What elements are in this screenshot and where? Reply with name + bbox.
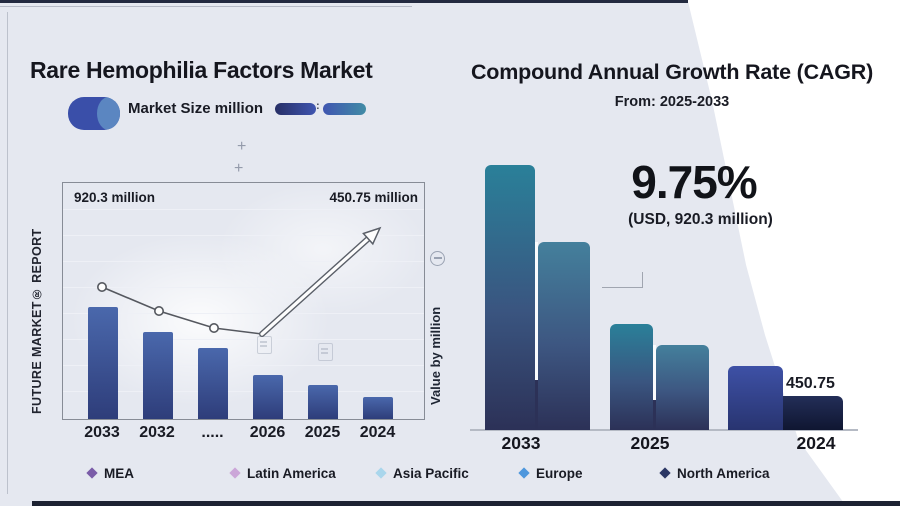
legend-label: MEA <box>104 466 134 481</box>
gridline <box>63 365 424 366</box>
market-size-bar <box>308 385 338 419</box>
panel-edge-line-left <box>7 12 8 494</box>
value-axis-label: Value by million <box>428 306 443 405</box>
bar-divider <box>653 345 656 400</box>
gridline <box>63 287 424 288</box>
market-size-label: Market Size million <box>128 100 264 117</box>
market-size-chart: 920.3 million 450.75 million <box>62 182 425 420</box>
cagr-subtitle: From: 2025-2033 <box>614 94 730 110</box>
ratio-pill-right-icon <box>323 103 366 115</box>
gridline <box>63 339 424 340</box>
cagr-bar-group <box>610 324 709 430</box>
cagr-bar <box>656 345 709 430</box>
market-size-bar <box>143 332 173 419</box>
cagr-bar-group <box>728 366 843 430</box>
gridline <box>63 261 424 262</box>
cylinder-icon <box>68 97 120 130</box>
trend-line <box>101 286 263 335</box>
cagr-note: (USD, 920.3 million) <box>628 211 773 228</box>
right-chart-axis-line <box>470 429 858 431</box>
cylinder-cap <box>96 97 120 130</box>
trend-marker <box>154 306 165 317</box>
watermark-doc-icon <box>318 343 333 361</box>
category-label: 2026 <box>249 424 286 441</box>
chart-end-value: 450.75 million <box>329 190 418 205</box>
category-label: ..... <box>201 424 224 441</box>
minus-circle-icon <box>430 251 445 266</box>
ratio-separator: : <box>316 100 320 112</box>
page-title: Rare Hemophilia Factors Market <box>30 57 373 83</box>
category-label: 2033 <box>501 433 541 453</box>
plus-icon: + <box>237 138 247 155</box>
gridline <box>63 209 424 210</box>
corner-bracket-decoration <box>602 272 643 288</box>
top-accent-bar <box>0 0 688 3</box>
market-size-bar <box>198 348 228 419</box>
chart-start-value: 920.3 million <box>74 190 156 205</box>
watermark-vertical-text: FUTURE MARKET® REPORT <box>30 228 44 414</box>
cagr-bar <box>538 242 590 430</box>
category-label: 2025 <box>304 424 341 441</box>
legend-label: Asia Pacific <box>393 466 469 481</box>
cagr-bar <box>783 396 843 430</box>
trend-marker <box>96 282 107 293</box>
market-size-bar <box>363 397 393 419</box>
gridline <box>63 235 424 236</box>
category-label: 2033 <box>84 424 120 441</box>
trend-marker <box>209 323 220 334</box>
bar-merge-strip <box>653 400 656 430</box>
cagr-bar <box>610 324 653 430</box>
cagr-title: Compound Annual Growth Rate (CAGR) <box>470 60 874 84</box>
cagr-bar <box>728 366 783 430</box>
trend-line-overlay <box>96 226 382 337</box>
bar-merge-strip <box>535 380 538 430</box>
bottom-accent-bar <box>32 501 900 506</box>
market-size-bar <box>253 375 283 419</box>
watermark-doc-icon <box>257 336 272 354</box>
bar-value-annotation: 450.75 <box>786 375 835 392</box>
category-label: 2024 <box>359 424 396 441</box>
category-label: 2032 <box>139 424 175 441</box>
market-size-bar <box>88 307 118 419</box>
bar-divider <box>535 242 538 380</box>
ratio-pill-left-icon <box>275 103 316 115</box>
panel-edge-line-top <box>0 6 412 7</box>
category-label: 2025 <box>630 433 670 453</box>
category-label: 2024 <box>796 433 836 453</box>
cagr-bar <box>485 165 535 430</box>
cagr-bar-group <box>485 165 590 430</box>
trend-arrow-body <box>260 236 371 336</box>
trend-arrow-head <box>362 226 382 246</box>
legend-label: Latin America <box>247 466 336 481</box>
gridline <box>63 391 424 392</box>
legend-label: North America <box>677 466 770 481</box>
legend-label: Europe <box>536 466 583 481</box>
plus-icon: + <box>234 160 244 177</box>
cagr-value: 9.75% <box>631 156 757 208</box>
gridline <box>63 313 424 314</box>
